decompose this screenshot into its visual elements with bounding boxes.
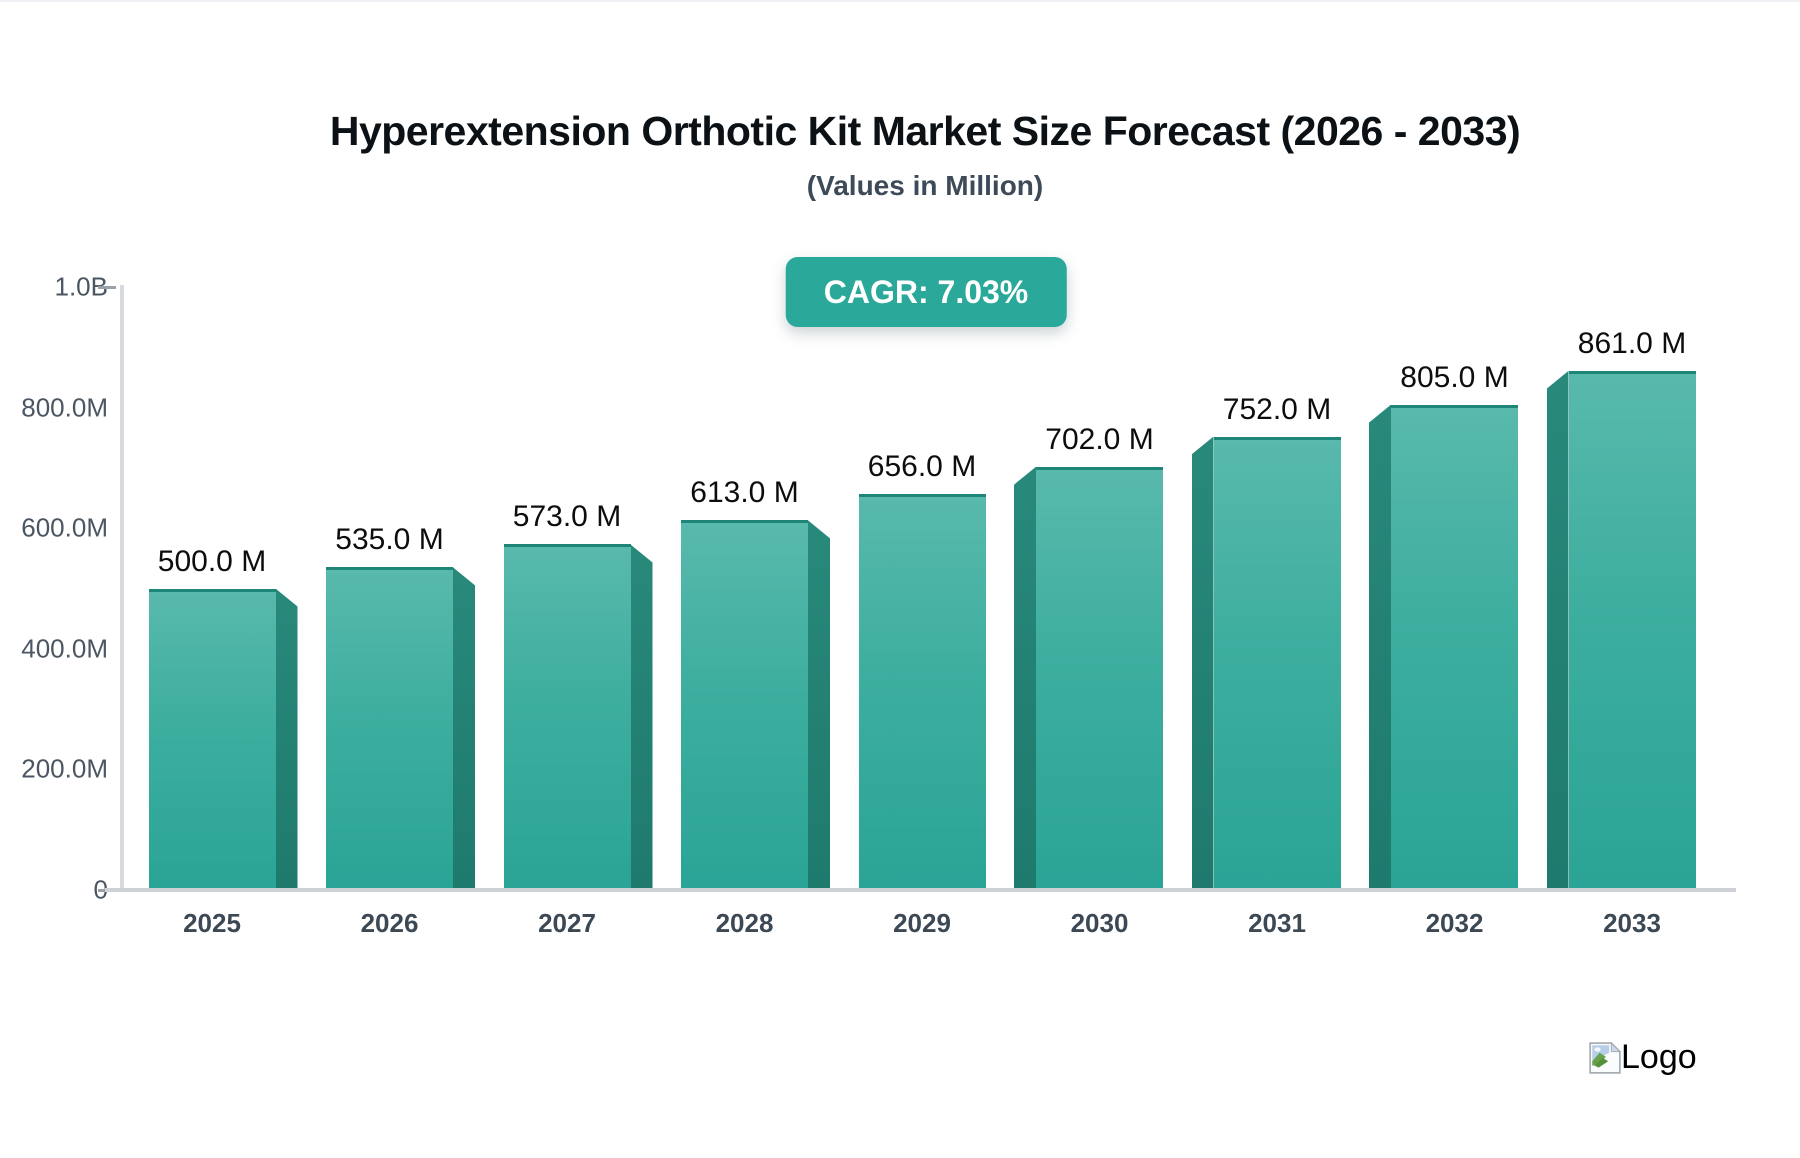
bar-side-2026 xyxy=(453,567,475,890)
chart-title: Hyperextension Orthotic Kit Market Size … xyxy=(329,108,1521,154)
y-axis-label-0: 0 xyxy=(0,875,108,906)
y-axis-label-800.0M: 800.0M xyxy=(21,392,108,423)
x-axis-label-2026: 2026 xyxy=(360,908,419,938)
x-axis-label-2030: 2030 xyxy=(1070,908,1129,938)
chart-subtitle: (Values in Million) xyxy=(806,170,1044,201)
y-axis-label-1.0B: 1.0B xyxy=(54,271,109,302)
y-axis-label-600.0M: 600.0M xyxy=(21,512,108,543)
y-axis-label-400.0M: 400.0M xyxy=(21,633,108,664)
y-axis-line xyxy=(120,285,124,892)
bar-side-2031 xyxy=(1191,436,1214,890)
x-axis-label-2025: 2025 xyxy=(183,908,241,938)
logo-label: Logo xyxy=(1621,1038,1697,1076)
x-axis-line xyxy=(105,888,1736,892)
logo: Logo xyxy=(1588,1040,1697,1074)
bar-2031 xyxy=(1213,436,1341,890)
bar-value-label-2032: 805.0 M xyxy=(1400,360,1509,394)
bar-2028 xyxy=(681,520,808,890)
bar-2026 xyxy=(326,567,453,890)
bar-value-label-2027: 573.0 M xyxy=(512,500,622,534)
bar-side-2033 xyxy=(1546,370,1569,890)
x-axis-label-2029: 2029 xyxy=(893,908,951,938)
bar-side-2028 xyxy=(808,520,830,890)
bar-value-label-2033: 861.0 M xyxy=(1577,326,1687,360)
bar-2027 xyxy=(503,544,631,890)
y-axis-tick xyxy=(98,285,116,289)
bar-2030 xyxy=(1036,466,1163,890)
x-axis-label-2031: 2031 xyxy=(1248,908,1306,938)
bar-side-2030 xyxy=(1014,466,1036,890)
bar-value-label-2029: 656.0 M xyxy=(867,450,977,484)
bar-2025 xyxy=(148,588,276,890)
x-axis-label-2033: 2033 xyxy=(1603,908,1661,938)
bar-value-label-2031: 752.0 M xyxy=(1222,392,1332,426)
x-axis-label-2027: 2027 xyxy=(538,908,596,938)
cagr-badge: CAGR: 7.03% xyxy=(785,257,1067,327)
broken-image-icon xyxy=(1589,1042,1622,1074)
bar-2029 xyxy=(858,494,986,890)
y-axis-label-200.0M: 200.0M xyxy=(21,753,108,784)
bar-value-label-2030: 702.0 M xyxy=(1045,422,1154,456)
bar-side-2027 xyxy=(630,544,653,890)
x-axis-label-2028: 2028 xyxy=(715,908,774,938)
bar-2033 xyxy=(1568,370,1696,890)
bar-value-label-2026: 535.0 M xyxy=(335,523,444,557)
bar-side-2032 xyxy=(1369,404,1391,890)
bar-side-2025 xyxy=(275,588,298,890)
bar-2032 xyxy=(1391,404,1518,890)
bar-value-label-2028: 613.0 M xyxy=(690,476,799,510)
bar-value-label-2025: 500.0 M xyxy=(157,544,267,578)
x-axis-label-2032: 2032 xyxy=(1425,908,1484,938)
